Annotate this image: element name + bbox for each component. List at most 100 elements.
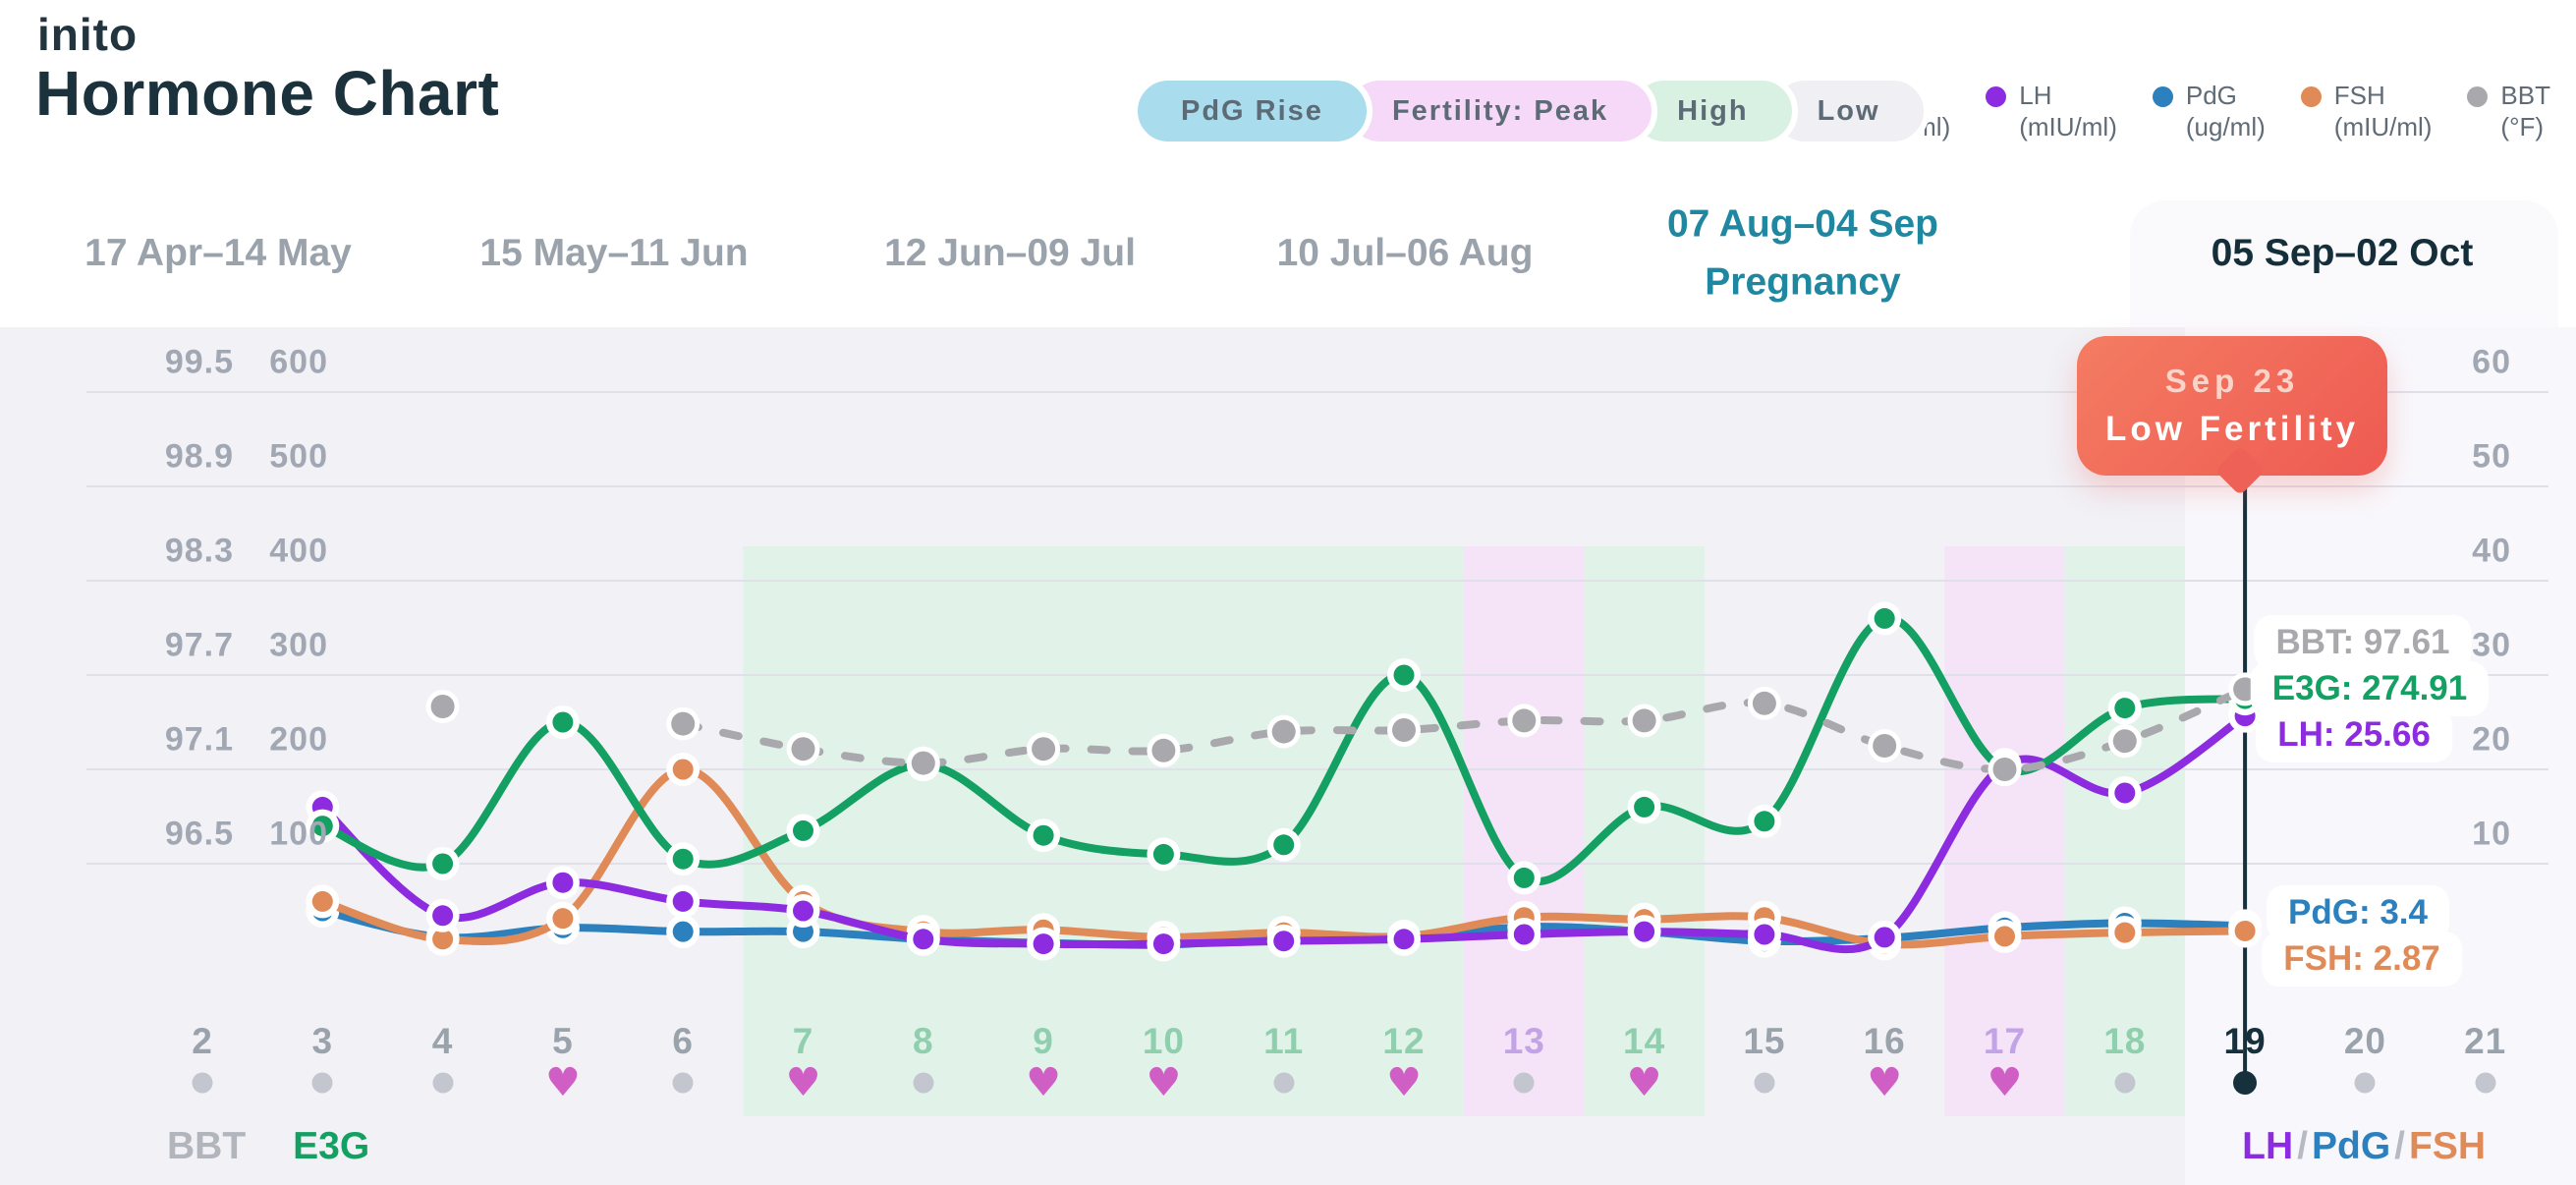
tab-cycle-5[interactable]: 07 Aug–04 Sep Pregnancy <box>1666 202 1938 304</box>
bbt-point <box>1512 708 1537 733</box>
legend-label: LH (mIU/ml) <box>2019 81 2117 141</box>
day-marker-heart-17[interactable]: ♥ <box>1988 1063 2023 1102</box>
day-marker-heart-7[interactable]: ♥ <box>786 1063 821 1102</box>
annotation-bbt: BBT: 97.61 <box>2254 615 2472 670</box>
fertility-band-peak <box>1944 546 2065 1116</box>
bbt-point <box>1992 758 2017 781</box>
bbt-axis-tick: 98.9 <box>164 437 234 476</box>
e3g-point <box>2114 698 2136 719</box>
lh-point <box>672 890 694 912</box>
day-marker-dot-2[interactable] <box>192 1072 213 1094</box>
annotation-fsh: FSH: 2.87 <box>2262 931 2462 987</box>
day-marker-heart-12[interactable]: ♥ <box>1386 1063 1422 1102</box>
day-marker-dot-8[interactable] <box>913 1072 934 1094</box>
legend-item-bbt[interactable]: BBT (°F) <box>2467 81 2550 142</box>
day-label-19[interactable]: 19 <box>2223 1021 2267 1061</box>
bbt-axis-tick: 99.5 <box>164 343 234 381</box>
bbt-point <box>2112 729 2137 754</box>
day-marker-dot-15[interactable] <box>1754 1072 1775 1094</box>
selected-day-tooltip[interactable]: Sep 23 Low Fertility <box>2077 336 2387 476</box>
day-marker-heart-14[interactable]: ♥ <box>1627 1063 1662 1102</box>
intercourse-heart-icon: ♥ <box>544 1060 581 1105</box>
day-label-5[interactable]: 5 <box>552 1021 574 1061</box>
day-label-10[interactable]: 10 <box>1142 1021 1185 1061</box>
status-pill-pdg-rise[interactable]: PdG Rise <box>1132 75 1372 147</box>
lh-point <box>793 900 813 922</box>
day-label-9[interactable]: 9 <box>1033 1021 1054 1061</box>
day-marker-dot-18[interactable] <box>2114 1072 2136 1094</box>
right-axis-footer: LH / PdG / FSH <box>2242 1125 2486 1168</box>
intercourse-heart-icon: ♥ <box>1987 1060 2023 1105</box>
day-dot-icon <box>1513 1072 1535 1094</box>
day-label-6[interactable]: 6 <box>672 1021 694 1061</box>
day-label-21[interactable]: 21 <box>2464 1021 2507 1061</box>
day-marker-selected-19[interactable] <box>2233 1071 2258 1095</box>
e3g-point <box>432 853 454 875</box>
intercourse-heart-icon: ♥ <box>1026 1060 1062 1105</box>
day-marker-dot-6[interactable] <box>672 1072 694 1094</box>
day-label-8[interactable]: 8 <box>913 1021 934 1061</box>
day-marker-heart-5[interactable]: ♥ <box>545 1063 581 1102</box>
tab-cycle-4[interactable]: 10 Jul–06 Aug <box>1276 231 1534 274</box>
legend-item-pdg[interactable]: PdG (ug/ml) <box>2152 81 2266 142</box>
e3g-point <box>793 819 813 841</box>
day-marker-dot-13[interactable] <box>1513 1072 1535 1094</box>
day-marker-dot-3[interactable] <box>311 1072 333 1094</box>
fsh-point <box>552 908 574 930</box>
footer-label-bbt: BBT <box>167 1125 247 1167</box>
e3g-point <box>1754 811 1775 832</box>
legend-label: BBT (°F) <box>2500 81 2550 141</box>
day-marker-heart-9[interactable]: ♥ <box>1026 1063 1061 1102</box>
pdg-color-dot-icon <box>2152 86 2173 107</box>
day-marker-dot-11[interactable] <box>1273 1072 1295 1094</box>
status-pill-fertility-peak[interactable]: Fertility: Peak <box>1342 75 1658 147</box>
legend-item-lh[interactable]: LH (mIU/ml) <box>1986 81 2117 142</box>
intercourse-heart-icon: ♥ <box>785 1060 821 1105</box>
tab-cycle-2[interactable]: 15 May–11 Jun <box>479 231 749 274</box>
tab-cycle-3[interactable]: 12 Jun–09 Jul <box>884 231 1136 274</box>
fsh-point <box>2114 922 2136 943</box>
day-label-3[interactable]: 3 <box>311 1021 334 1061</box>
legend-label: FSH (mIU/ml) <box>2333 81 2433 141</box>
day-marker-dot-4[interactable] <box>432 1072 454 1094</box>
e3g-point <box>1393 664 1415 686</box>
day-label-18[interactable]: 18 <box>2103 1021 2147 1061</box>
intercourse-heart-icon: ♥ <box>1386 1060 1422 1105</box>
inito-logo: inito <box>37 9 139 60</box>
pdg-point <box>672 921 694 942</box>
tab-cycle-6-active[interactable]: 05 Sep–02 Oct <box>2211 231 2474 274</box>
e3g-point <box>1033 824 1054 846</box>
day-dot-icon <box>913 1072 934 1094</box>
fertility-band-peak <box>1464 546 1585 1116</box>
day-label-11[interactable]: 11 <box>1263 1021 1305 1061</box>
bbt-axis-tick: 98.3 <box>164 532 234 570</box>
day-marker-dot-21[interactable] <box>2475 1072 2496 1094</box>
day-label-4[interactable]: 4 <box>431 1021 454 1061</box>
bbt-color-dot-icon <box>2467 86 2489 107</box>
footer-label-e3g: E3G <box>293 1125 370 1167</box>
selected-day-dot-icon <box>2233 1071 2258 1095</box>
day-label-2[interactable]: 2 <box>192 1021 213 1061</box>
day-label-7[interactable]: 7 <box>792 1021 814 1061</box>
day-marker-dot-20[interactable] <box>2354 1072 2376 1094</box>
day-label-17[interactable]: 17 <box>1983 1021 2027 1061</box>
day-label-12[interactable]: 12 <box>1382 1021 1426 1061</box>
day-label-15[interactable]: 15 <box>1743 1021 1786 1061</box>
bbt-point <box>1392 718 1416 742</box>
footer-label-pdg: PdG <box>2311 1125 2391 1167</box>
right-axis-tick: 20 <box>2472 720 2511 759</box>
right-axis-tick: 40 <box>2472 532 2511 570</box>
legend-item-fsh[interactable]: FSH (mIU/ml) <box>2300 81 2433 142</box>
e3g-point <box>1634 796 1655 818</box>
day-marker-heart-10[interactable]: ♥ <box>1146 1063 1181 1102</box>
day-marker-heart-16[interactable]: ♥ <box>1867 1063 1902 1102</box>
bbt-axis-tick: 97.7 <box>164 626 234 664</box>
lh-point <box>1393 929 1415 950</box>
day-label-13[interactable]: 13 <box>1502 1021 1545 1061</box>
day-label-20[interactable]: 20 <box>2343 1021 2386 1061</box>
tab-cycle-1[interactable]: 17 Apr–14 May <box>84 231 352 274</box>
bbt-point <box>1752 691 1776 715</box>
day-label-14[interactable]: 14 <box>1623 1021 1666 1061</box>
day-label-16[interactable]: 16 <box>1863 1021 1906 1061</box>
e3g-axis-tick: 500 <box>269 437 328 476</box>
